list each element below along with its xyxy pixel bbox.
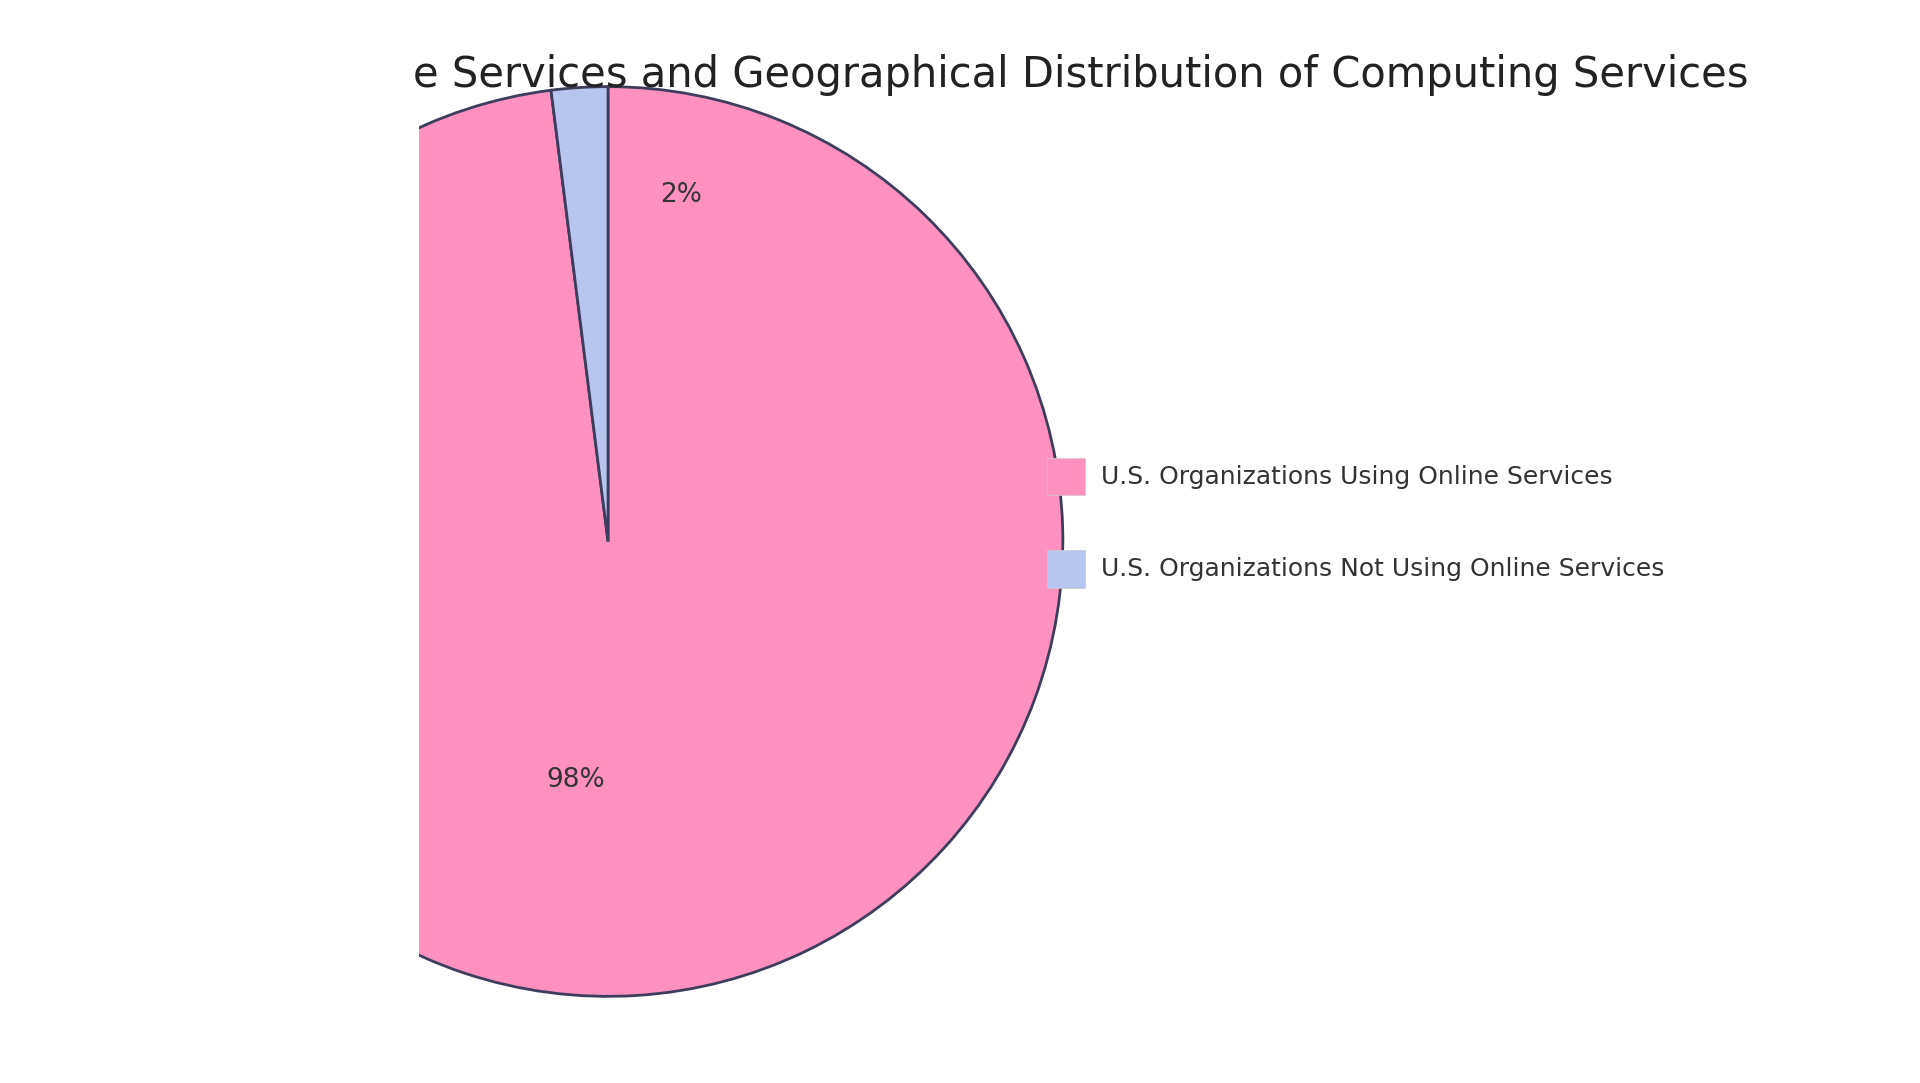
Bar (1046, 457, 1085, 495)
Text: e Services and Geographical Distribution of Computing Services: e Services and Geographical Distribution… (413, 54, 1749, 96)
Wedge shape (154, 87, 1064, 996)
Wedge shape (551, 87, 609, 542)
Text: 98%: 98% (545, 767, 605, 793)
Text: U.S. Organizations Using Online Services: U.S. Organizations Using Online Services (1100, 465, 1613, 488)
Bar (1046, 549, 1085, 587)
Text: 2%: 2% (660, 182, 701, 208)
Text: U.S. Organizations Not Using Online Services: U.S. Organizations Not Using Online Serv… (1100, 557, 1665, 580)
